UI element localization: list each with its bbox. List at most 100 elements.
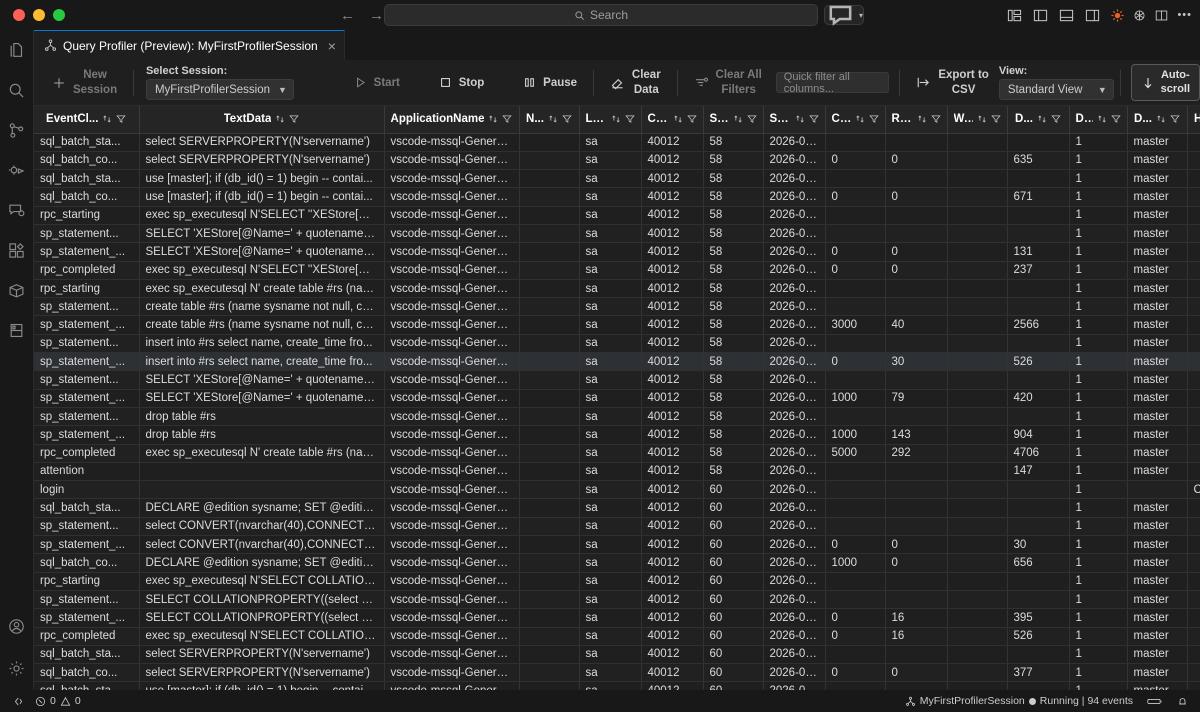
close-window-button[interactable] [13,9,25,21]
table-row[interactable]: sql_batch_sta...use [master]; if (db_id(… [34,169,1200,189]
grid-column-header[interactable]: Cli... [641,106,704,134]
clear-data-button[interactable]: Clear Data [600,65,671,100]
sort-icon[interactable] [673,114,683,124]
table-row[interactable]: rpc_completed exec sp_executesql N' creat… [34,444,1200,463]
table-row[interactable]: sql_batch_sta... select SERVERPROPERTY(N'… [34,133,1200,152]
table-row[interactable]: rpc_completed exec sp_executesql N'SELECT… [34,627,1200,646]
layout-controls[interactable] [1007,8,1100,23]
new-session-button[interactable]: New Session [42,65,127,100]
table-row[interactable]: sp_statement_... SELECT 'XEStore[@Name=' … [34,242,1200,262]
grid-column-header[interactable]: D... [1069,106,1128,134]
manage-settings-button[interactable] [0,646,34,690]
command-center-search[interactable]: Search [384,4,818,26]
sort-icon[interactable] [917,114,927,124]
grid-column-header[interactable]: Re... [885,106,948,134]
copilot-chat-button[interactable]: ▾ [824,5,864,26]
sidebar-item-run-and-debug[interactable] [0,150,34,190]
pause-button[interactable]: Pause [513,73,587,92]
table-row[interactable]: sp_statement... insert into #rs select na… [34,334,1200,354]
grid-column-header[interactable]: Lo... [579,106,642,134]
table-row[interactable]: sp_statement_... create table #rs (name s… [34,315,1200,335]
grid-column-header[interactable]: St... [763,106,826,134]
openai-icon[interactable] [1133,9,1146,22]
filter-icon[interactable] [868,114,879,124]
sort-icon[interactable] [488,114,498,124]
filter-icon[interactable] [990,114,1001,124]
forward-arrow-icon[interactable]: → [369,6,384,24]
table-row[interactable]: sp_statement... create table #rs (name sy… [34,297,1200,317]
sort-icon[interactable] [611,114,621,124]
table-row[interactable]: rpc_starting exec sp_executesql N'SELECT … [34,206,1200,225]
grid-column-header[interactable]: N... [519,106,580,134]
sidebar-item-chat[interactable] [0,190,34,230]
filter-icon[interactable] [686,114,697,124]
table-row[interactable]: sp_statement... SELECT 'XEStore[@Name=' +… [34,370,1200,390]
close-icon[interactable]: × [327,37,336,54]
table-row[interactable]: rpc_starting exec sp_executesql N' create… [34,279,1200,299]
filter-icon[interactable] [930,114,941,124]
filter-icon[interactable] [1110,114,1121,124]
filter-icon[interactable] [746,114,757,124]
toggle-primary-sidebar-icon[interactable] [1033,8,1048,23]
start-button[interactable]: Start [344,73,410,92]
table-row[interactable]: sp_statement... drop table #rs vscode-mssq… [34,407,1200,427]
back-arrow-icon[interactable]: ← [340,6,355,24]
grid-column-header[interactable]: H... [1187,106,1200,134]
sort-icon[interactable] [102,114,112,124]
sunburst-icon[interactable] [1111,8,1125,22]
customize-layout-icon[interactable] [1007,8,1022,23]
sort-icon[interactable] [795,114,805,124]
grid-column-header[interactable]: EventCl... [34,106,140,134]
sidebar-item-connections[interactable] [0,310,34,350]
sort-icon[interactable] [548,114,558,124]
export-to-csv-button[interactable]: Export to CSV [906,65,998,100]
table-row[interactable]: rpc_completed exec sp_executesql N'SELECT… [34,261,1200,280]
events-grid-container[interactable]: EventCl... TextData ApplicationName N... Lo.… [34,106,1200,690]
table-row[interactable]: sp_statement... select CONVERT(nvarchar(4… [34,517,1200,537]
table-row[interactable]: sql_batch_co... use [master]; if (db_id()… [34,187,1200,207]
grid-column-header[interactable]: D... [1007,106,1070,134]
extension-status-icons[interactable]: ••• [1111,8,1192,22]
auto-scroll-toggle[interactable]: Auto- scroll [1130,64,1200,101]
sidebar-item-explorer[interactable] [0,30,34,70]
view-dropdown[interactable]: Standard View ▼ [998,79,1114,100]
filter-icon[interactable] [562,114,572,124]
remote-window-button[interactable] [6,690,29,712]
table-row[interactable]: sql_batch_co... select SERVERPROPERTY(N's… [34,151,1200,171]
table-row[interactable]: sp_statement_... drop table #rs vscode-mss… [34,425,1200,445]
clear-all-filters-button[interactable]: Clear All Filters [684,65,772,100]
minimize-window-button[interactable] [33,9,45,21]
sort-icon[interactable] [855,114,865,124]
filter-icon[interactable] [289,114,300,124]
profiler-session-status[interactable]: MyFirstProfilerSession Running | 94 even… [899,690,1139,712]
table-row[interactable]: sp_statement_... insert into #rs select n… [34,352,1200,372]
sort-icon[interactable] [977,114,987,124]
select-session-dropdown[interactable]: MyFirstProfilerSession ▼ [145,79,294,100]
table-row[interactable]: rpc_starting exec sp_executesql N'SELECT … [34,572,1200,591]
grid-column-header[interactable]: D... [1127,106,1188,134]
filter-icon[interactable] [1170,114,1180,124]
table-row[interactable]: sql_batch_sta...use [master]; if (db_id(… [34,681,1200,690]
table-row[interactable]: sp_statement_... SELECT COLLATIONPROPERTY… [34,608,1200,628]
toggle-secondary-sidebar-icon[interactable] [1085,8,1100,23]
grid-column-header[interactable]: TextData [139,106,385,134]
filter-icon[interactable] [502,114,513,124]
sort-icon[interactable] [1097,114,1107,124]
battery-status[interactable] [1139,690,1171,712]
sort-icon[interactable] [1037,114,1047,124]
sidebar-item-search[interactable] [0,70,34,110]
problems-button[interactable]: 0 0 [29,690,87,712]
table-row[interactable]: sp_statement_... SELECT 'XEStore[@Name=' … [34,389,1200,408]
grid-column-header[interactable]: CPU [825,106,886,134]
table-row[interactable]: sql_batch_sta... select SERVERPROPERTY(N'… [34,645,1200,665]
maximize-window-button[interactable] [53,9,65,21]
notifications-button[interactable] [1171,690,1194,712]
table-row[interactable]: login vscode-mssql-GeneralCo... sa 40012 60 2… [34,480,1200,500]
filter-icon[interactable] [1051,114,1061,124]
stop-button[interactable]: Stop [429,73,495,92]
sidebar-item-source-control[interactable] [0,110,34,150]
split-editor-icon[interactable] [1155,9,1168,22]
window-controls[interactable] [0,9,65,21]
table-row[interactable]: sql_batch_co... select SERVERPROPERTY(N's… [34,663,1200,683]
table-row[interactable]: sp_statement... SELECT COLLATIONPROPERTY(… [34,590,1200,610]
